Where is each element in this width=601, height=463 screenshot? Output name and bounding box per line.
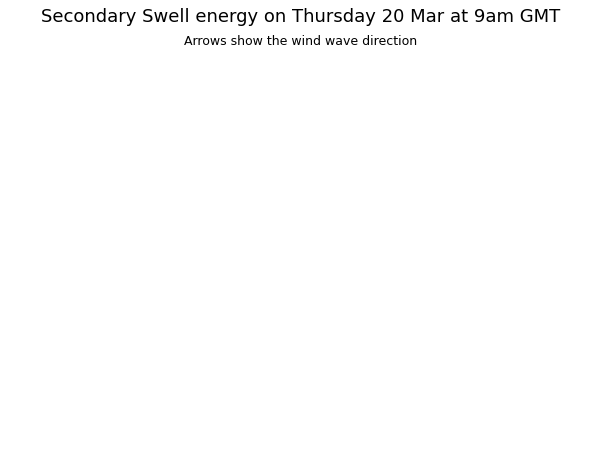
Text: Secondary Swell energy on Thursday 20 Mar at 9am GMT: Secondary Swell energy on Thursday 20 Ma… [41,8,560,26]
Text: Arrows show the wind wave direction: Arrows show the wind wave direction [184,35,417,48]
Text: Cartopy required: Cartopy required [242,251,359,265]
